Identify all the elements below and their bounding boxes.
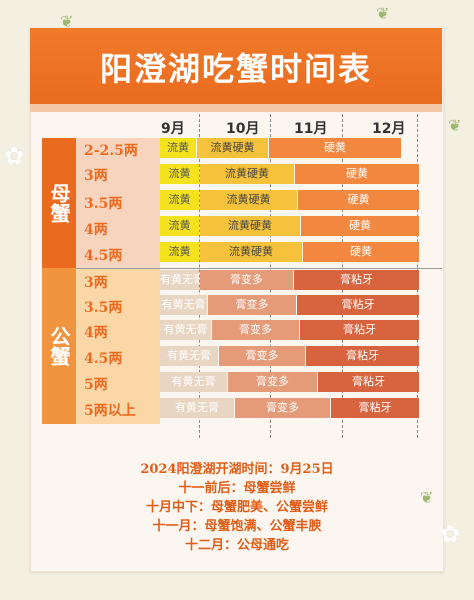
month-label: 11月 (294, 121, 328, 137)
notes-line: 十二月：公母通吃 (184, 538, 289, 553)
notes-line: 2024阳澄湖开湖时间：9月25日 (140, 462, 334, 477)
mother-crab-text: 母蟹 (47, 183, 71, 223)
timeline-segment: 膏粘牙 (331, 398, 419, 418)
timeline-segment: 流黄 (160, 190, 199, 210)
flower-icon: ✿ (4, 142, 25, 170)
timeline-segment: 硬黄 (298, 190, 419, 210)
timeline-segment: 有黄无膏 (160, 346, 218, 366)
timeline-segment: 流黄硬黄 (200, 242, 302, 262)
mother-crab-label: 母蟹 (42, 138, 76, 268)
timeline-segment: 硬黄 (303, 242, 419, 262)
timeline-segment: 流黄硬黄 (200, 164, 294, 184)
timeline-segment: 膏粘牙 (297, 295, 419, 315)
timeline-segment: 有黄无膏 (160, 372, 227, 392)
timeline-segment: 流黄 (160, 138, 196, 158)
mother-label-band (76, 138, 160, 268)
leaf-icon: ❦ (60, 12, 74, 31)
father-crab-text: 公蟹 (47, 326, 71, 366)
mother-row-label: 3.5两 (84, 196, 123, 212)
father-row-label: 4.5两 (84, 351, 123, 367)
timeline-segment: 膏粘牙 (294, 270, 419, 290)
title-banner (30, 28, 442, 104)
timeline-segment: 有黄无膏 (160, 270, 199, 290)
section-divider (76, 268, 442, 269)
father-row-label: 3.5两 (84, 300, 123, 316)
timeline-segment: 流黄 (160, 216, 199, 236)
timeline-segment: 膏粘牙 (306, 346, 419, 366)
notes-line: 十一前后：母蟹尝鲜 (178, 481, 296, 496)
timeline-segment: 硬黄 (269, 138, 401, 158)
timeline-segment: 膏变多 (235, 398, 330, 418)
mother-row-label: 4两 (84, 222, 108, 238)
mother-row-label: 4.5两 (84, 248, 123, 264)
timeline-segment: 流黄 (160, 242, 199, 262)
mother-row-label: 2-2.5两 (84, 143, 138, 159)
flower-icon: ✿ (440, 520, 461, 548)
father-label-band (76, 268, 160, 424)
leaf-icon: ❦ (420, 488, 434, 507)
timeline-segment: 有黄无膏 (160, 320, 211, 340)
father-row-label: 5两 (84, 377, 108, 393)
timeline-segment: 流黄硬黄 (200, 216, 300, 236)
timeline-segment: 膏粘牙 (318, 372, 419, 392)
timeline-segment: 膏变多 (200, 270, 293, 290)
month-divider (199, 114, 200, 438)
father-row-label: 4两 (84, 325, 108, 341)
timeline-segment: 膏变多 (208, 295, 296, 315)
leaf-icon: ❦ (448, 116, 462, 135)
mother-row-label: 3两 (84, 168, 108, 184)
notes-line: 十一月：母蟹饱满、公蟹丰腴 (152, 519, 322, 534)
leaf-icon: ❦ (376, 4, 390, 23)
timeline-segment: 有黄无膏 (160, 398, 234, 418)
month-label: 9月 (161, 121, 185, 137)
timeline-segment: 膏粘牙 (300, 320, 419, 340)
timeline-segment: 有黄无膏 (160, 295, 207, 315)
father-crab-label: 公蟹 (42, 268, 76, 424)
notes-line: 十月中下：母蟹肥美、公蟹尝鲜 (145, 500, 328, 515)
timeline-segment: 流黄硬黄 (200, 190, 297, 210)
timeline-segment: 流黄硬黄 (197, 138, 268, 158)
timeline-segment: 膏变多 (219, 346, 305, 366)
father-row-label: 5两以上 (84, 403, 136, 419)
timeline-segment: 流黄 (160, 164, 199, 184)
timeline-segment: 硬黄 (295, 164, 419, 184)
title-banner-shadow (30, 104, 442, 112)
timeline-segment: 膏变多 (212, 320, 299, 340)
month-label: 10月 (226, 121, 260, 137)
timeline-segment: 膏变多 (228, 372, 317, 392)
timeline-segment: 硬黄 (301, 216, 419, 236)
father-row-label: 3两 (84, 275, 108, 291)
page-title: 阳澄湖吃蟹时间表 (99, 50, 372, 88)
month-label: 12月 (372, 121, 406, 137)
